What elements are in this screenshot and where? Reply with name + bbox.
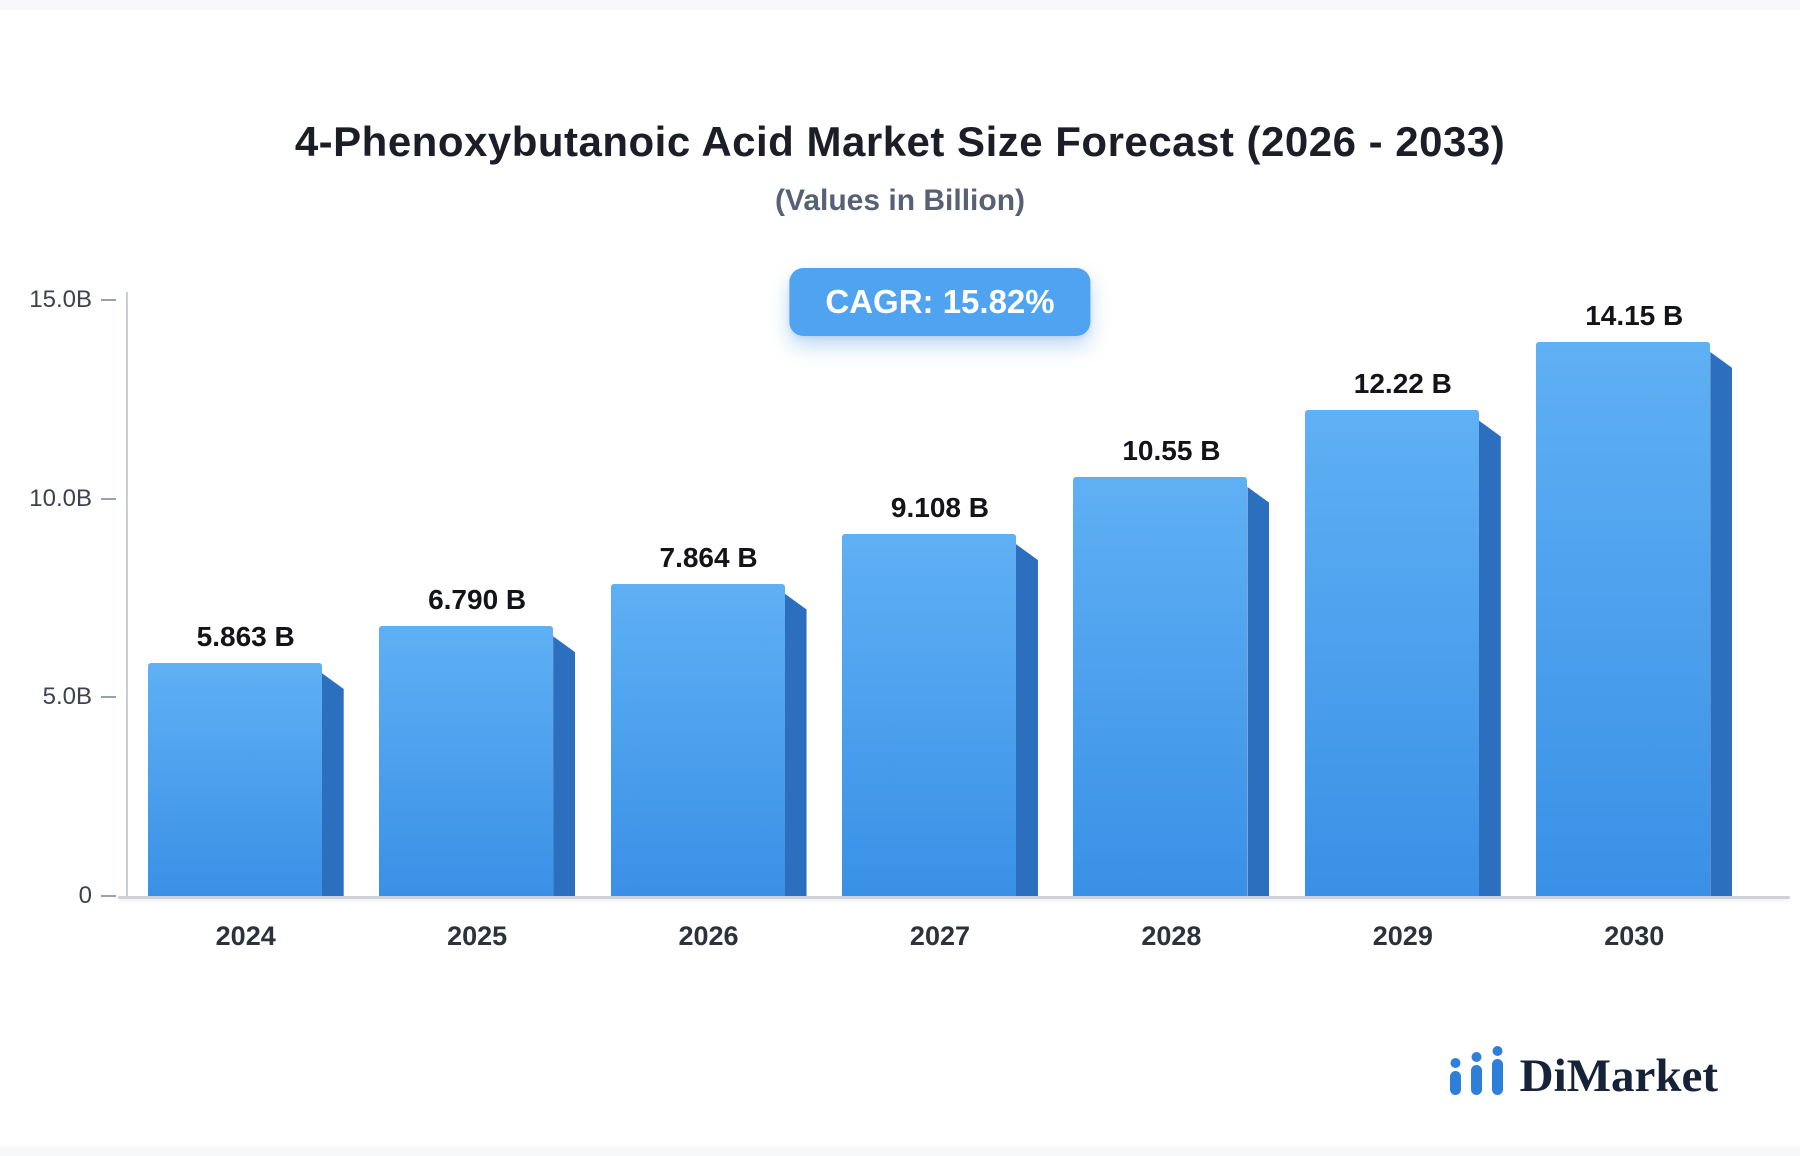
bar (379, 626, 576, 896)
x-tick-label: 2029 (1372, 921, 1433, 951)
bar (1073, 476, 1270, 896)
y-tick-mark (101, 497, 116, 500)
bar-side (1478, 420, 1501, 896)
bar-value-label: 5.863 B (196, 621, 295, 653)
bar-group: 9.108 B 2027 (837, 300, 1043, 951)
y-tick-mark (101, 299, 116, 301)
chart-card: 4-Phenoxybutanoic Acid Market Size Forec… (0, 10, 1800, 1146)
bar-value-label: 10.55 B (1122, 434, 1221, 466)
bar-face (1304, 410, 1479, 896)
bar-value-label: 12.22 B (1353, 368, 1452, 400)
bar-value-label: 6.790 B (428, 584, 527, 616)
y-tick-label: 5.0B (42, 683, 92, 711)
x-tick-label: 2026 (678, 921, 739, 951)
bar-group: 6.790 B 2025 (374, 300, 580, 951)
bar-group: 7.864 B 2026 (606, 300, 812, 951)
y-tick-mark (101, 895, 116, 897)
logo-text: DiMarket (1519, 1050, 1718, 1102)
chart-subtitle: (Values in Billion) (774, 184, 1026, 217)
bar-chart-dots-icon (1446, 1039, 1508, 1100)
y-tick-mark (101, 696, 116, 699)
bar-face (1073, 476, 1248, 896)
bar-value-label: 7.864 B (659, 541, 758, 573)
x-tick-label: 2025 (447, 921, 508, 951)
y-tick-label: 15.0B (29, 286, 92, 313)
bar-group: 14.15 B 2030 (1531, 300, 1737, 951)
bar-side (1247, 486, 1270, 896)
x-axis-line (118, 896, 1790, 899)
y-tick-label: 10.0B (29, 484, 92, 512)
bar-face (1536, 342, 1711, 896)
cagr-badge: CAGR: 15.82% (789, 268, 1091, 336)
bar (147, 663, 344, 896)
bar-group: 10.55 B 2028 (1068, 300, 1274, 951)
bar-group: 5.863 B 2024 (143, 300, 349, 951)
bar (1304, 410, 1501, 896)
bar-face (610, 583, 785, 896)
bar-group: 12.22 B 2029 (1300, 300, 1506, 951)
bar-side (784, 593, 807, 896)
bar-side (553, 636, 576, 896)
bar-face (841, 534, 1016, 896)
plot-area: 5.863 B 2024 6.790 B 2025 7.864 B 2026 9.108 B… (130, 300, 1750, 951)
bar-side (1015, 544, 1038, 896)
bar (841, 534, 1038, 896)
x-tick-label: 2030 (1604, 921, 1665, 951)
bar-side (321, 673, 344, 896)
bar-value-label: 9.108 B (890, 492, 989, 524)
bar-value-label: 14.15 B (1585, 300, 1684, 331)
y-tick-label: 0 (78, 882, 92, 909)
x-tick-label: 2027 (909, 921, 970, 951)
bar (1536, 342, 1733, 896)
bar-face (379, 626, 554, 896)
x-tick-label: 2028 (1141, 921, 1202, 951)
chart-title: 4-Phenoxybutanoic Acid Market Size Forec… (294, 118, 1506, 165)
bar-face (147, 663, 322, 896)
bar-side (1710, 352, 1733, 896)
bar (610, 583, 807, 896)
y-axis-line (126, 292, 128, 898)
dimarket-logo: DiMarket (1446, 1039, 1718, 1100)
x-tick-label: 2024 (215, 921, 276, 951)
